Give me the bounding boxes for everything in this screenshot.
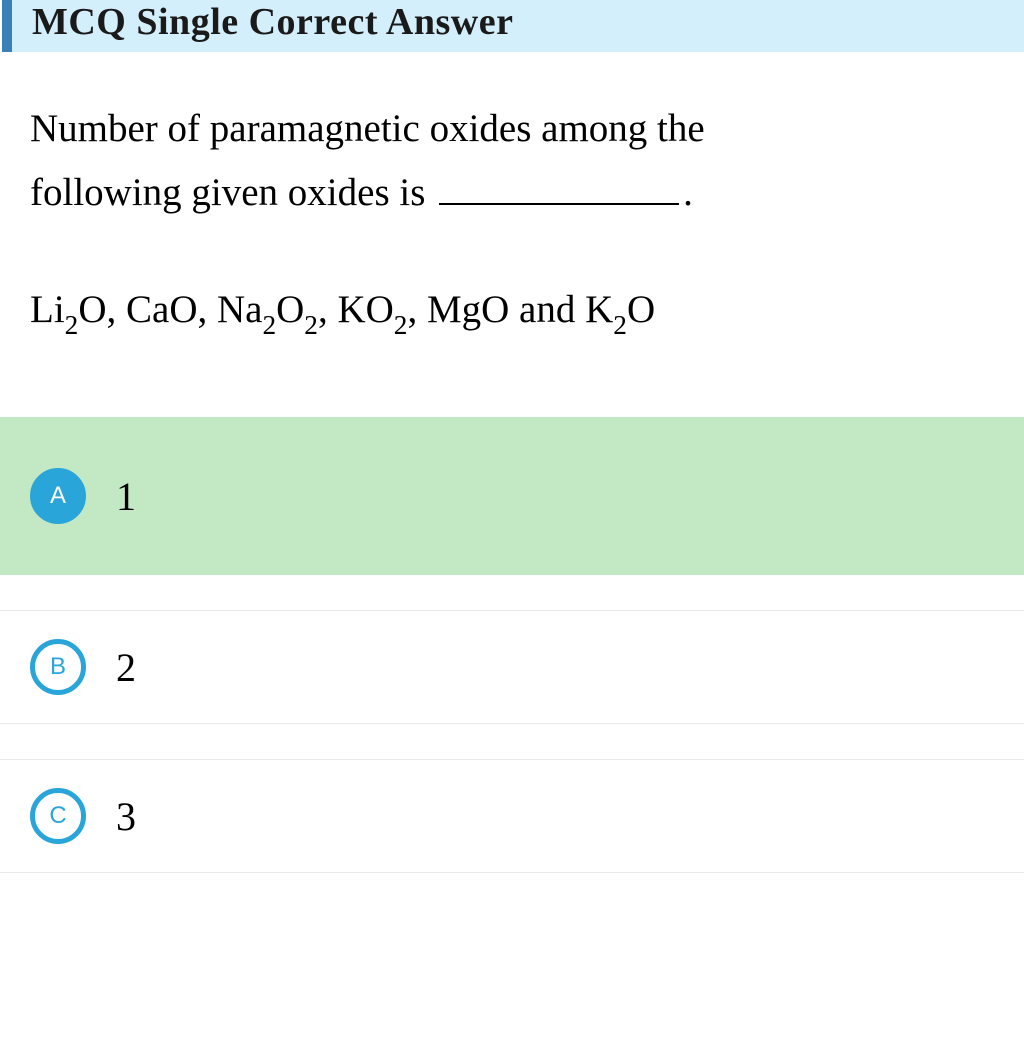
question-line2-suffix: . <box>683 171 693 214</box>
formula-subscript: 2 <box>613 310 627 340</box>
formula-content: Li2O, CaO, Na2O2, KO2, MgO and K2O <box>30 288 655 331</box>
option-letter: B <box>50 653 66 681</box>
formula-subscript: 2 <box>262 310 276 340</box>
option-row-a[interactable]: A1 <box>0 417 1024 575</box>
formula-text: O <box>276 288 304 331</box>
formula-subscript: 2 <box>65 310 79 340</box>
question-line2-prefix: following given oxides is <box>30 171 435 214</box>
question-body: Number of paramagnetic oxides among the … <box>0 52 1024 372</box>
formula-subscript: 2 <box>394 310 408 340</box>
header-title: MCQ Single Correct Answer <box>32 1 513 43</box>
formula-text: Li <box>30 288 65 331</box>
option-letter: C <box>49 802 66 830</box>
question-line1: Number of paramagnetic oxides among the <box>30 107 705 150</box>
option-circle: B <box>30 639 86 695</box>
header-banner: MCQ Single Correct Answer <box>2 0 1024 52</box>
option-circle: C <box>30 788 86 844</box>
formula-subscript: 2 <box>304 310 318 340</box>
option-circle: A <box>30 468 86 524</box>
option-value: 3 <box>116 793 136 840</box>
option-value: 2 <box>116 644 136 691</box>
options-container: A1B2C3 <box>0 417 1024 873</box>
option-letter: A <box>50 482 66 510</box>
formula-text: , KO <box>318 288 394 331</box>
formula-text: O, CaO, Na <box>78 288 262 331</box>
formula-text: O <box>627 288 655 331</box>
option-value: 1 <box>116 473 136 520</box>
question-text: Number of paramagnetic oxides among the … <box>30 97 994 226</box>
formula-line: Li2O, CaO, Na2O2, KO2, MgO and K2O <box>30 281 994 343</box>
formula-text: , MgO and K <box>407 288 613 331</box>
option-row-c[interactable]: C3 <box>0 759 1024 873</box>
option-row-b[interactable]: B2 <box>0 610 1024 724</box>
blank-line <box>439 203 679 205</box>
